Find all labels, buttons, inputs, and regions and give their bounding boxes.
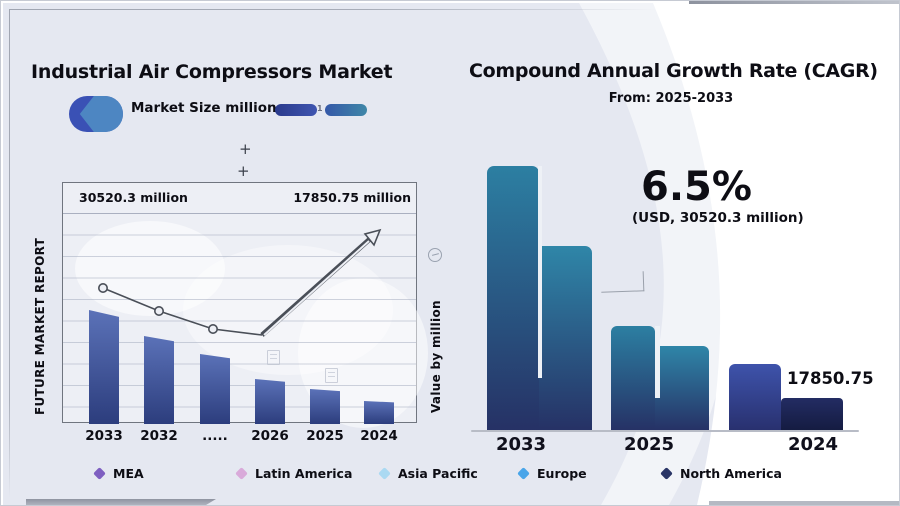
future-market-report-label: FUTURE MARKET REPORT — [33, 237, 47, 415]
x-tick-label: 2024 — [360, 428, 398, 444]
x-tick-label: 2025 — [623, 434, 675, 455]
frame-strip-bottom-left — [26, 499, 216, 505]
ratio-pill-teal-icon — [325, 104, 367, 116]
market-size-chart-panel: 30520.3 million 17850.75 million 2033 203… — [62, 182, 428, 444]
market-bar-..... — [200, 354, 230, 424]
cagr-bar-2025-front — [611, 326, 655, 431]
legend-item-asia-pacific: Asia Pacific — [378, 466, 478, 481]
minus-circle-icon — [428, 248, 442, 262]
ratio-pill-dark-icon — [275, 104, 317, 116]
gridlines — [63, 213, 416, 412]
cagr-title: Compound Annual Growth Rate (CAGR) — [469, 60, 878, 82]
min-value-label: 17850.75 million — [293, 190, 411, 205]
x-tick-label: ..... — [202, 428, 228, 444]
market-size-logo-icon — [69, 96, 123, 132]
diamond-icon — [517, 467, 530, 480]
diamond-icon — [93, 467, 106, 480]
cagr-chart: 2033 2025 2024 17850.75 — [471, 161, 874, 461]
cagr-bar-2033-front — [487, 166, 539, 431]
market-bar-2032 — [144, 336, 174, 424]
x-tick-label: 2024 — [787, 434, 839, 455]
frame-line-left — [9, 9, 10, 498]
cagr-note: (USD, 30520.3 million) — [632, 210, 804, 226]
legend-label: MEA — [113, 466, 144, 481]
x-tick-label: 2033 — [85, 428, 123, 444]
bar-notch — [538, 166, 542, 378]
legend-label: Asia Pacific — [398, 466, 478, 481]
value-axis-label: Value by million — [429, 300, 443, 413]
market-bar-2024 — [364, 401, 394, 424]
legend-label: Europe — [537, 466, 587, 481]
legend-item-mea: MEA — [93, 466, 144, 481]
cagr-bar-2024-front — [729, 364, 781, 431]
frame-line-top — [9, 9, 657, 10]
bar-notch — [655, 326, 660, 398]
market-size-label: Market Size million — [131, 100, 277, 116]
x-tick-label: 2032 — [140, 428, 178, 444]
max-value-label: 30520.3 million — [79, 190, 188, 205]
cagr-bar-2024-back — [781, 398, 843, 431]
x-tick-label: 2026 — [251, 428, 289, 444]
legend-item-latin-america: Latin America — [235, 466, 353, 481]
diamond-icon — [660, 467, 673, 480]
cagr-subtitle: From: 2025-2033 — [608, 91, 734, 106]
legend-label: Latin America — [255, 466, 353, 481]
trend-line-arrow-icon — [97, 228, 382, 337]
legend-item-north-america: North America — [660, 466, 782, 481]
x-tick-label: 2025 — [306, 428, 344, 444]
plus-icon: + — [239, 140, 252, 158]
x-axis-line — [471, 430, 859, 432]
plus-icon: + — [237, 162, 250, 180]
diamond-icon — [235, 467, 248, 480]
legend-label: North America — [680, 466, 782, 481]
diamond-icon — [378, 467, 391, 480]
frame-strip-bottom-right — [709, 501, 899, 505]
cagr-value: 6.5% — [641, 164, 752, 210]
left-chart-title: Industrial Air Compressors Market — [31, 61, 393, 83]
document-icon — [267, 350, 280, 365]
document-icon — [325, 368, 338, 383]
labeled-value-2024: 17850.75 — [787, 369, 874, 388]
legend-item-europe: Europe — [517, 466, 587, 481]
market-bar-2026 — [255, 379, 285, 424]
market-bar-2025 — [310, 389, 340, 424]
logo-hexagon-icon — [79, 96, 123, 132]
x-tick-label: 2033 — [495, 434, 547, 455]
gridline-top — [63, 213, 416, 214]
market-bar-2033 — [89, 310, 119, 424]
frame-edge-top-right — [689, 1, 899, 4]
ratio-separator: 1 — [317, 104, 323, 113]
